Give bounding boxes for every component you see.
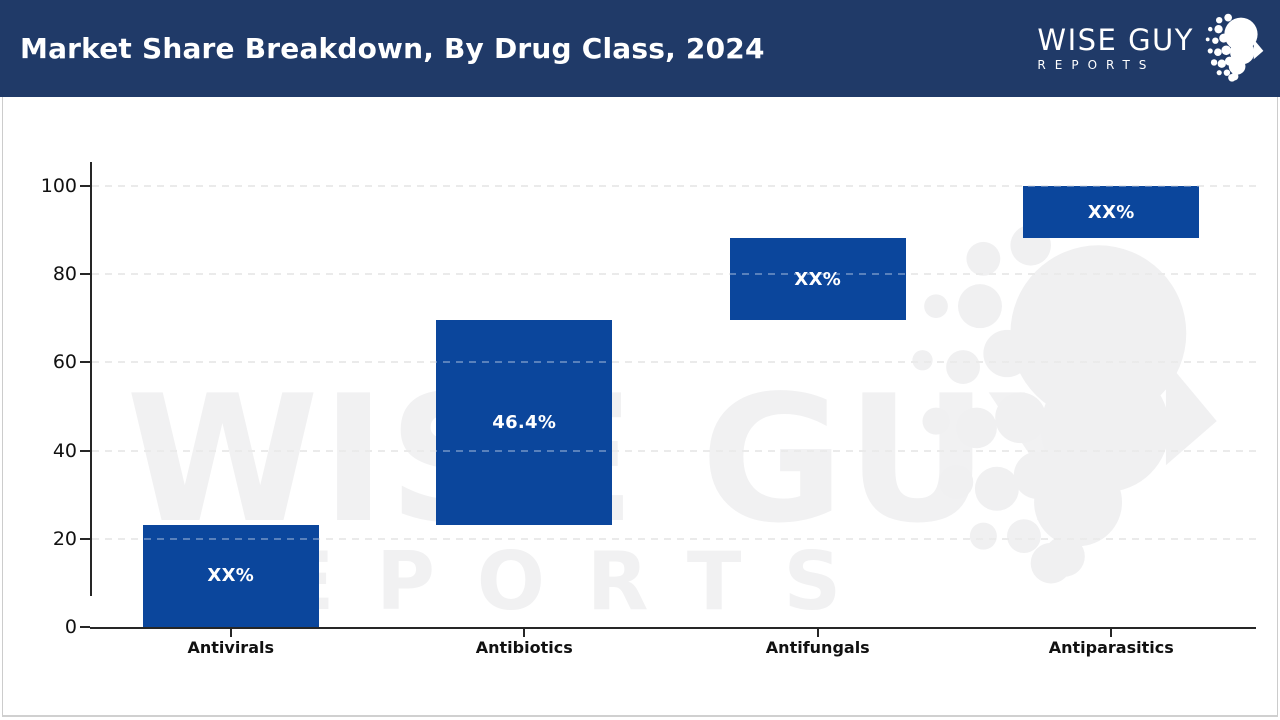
brand-logo: WISE GUY REPORTS [1037,10,1264,88]
gridline-overlay [92,537,1256,540]
y-axis-line [90,162,92,596]
x-axis-tick [816,629,819,637]
gridline-overlay [92,449,1256,452]
watermark-head-icon [861,225,1241,597]
x-category-label: Antibiotics [475,638,573,657]
bar-antivirals: XX% [142,524,319,627]
bar-value-label: XX% [207,565,255,587]
x-category-label: Antivirals [187,638,274,657]
gridline [92,537,1256,540]
x-axis-tick [1110,629,1113,637]
gridline-overlay [92,185,1256,187]
gridline-overlay [92,273,1256,276]
x-category-label: Antiparasitics [1048,638,1174,657]
y-axis-tick [80,273,90,276]
x-category-label: Antifungals [765,638,870,657]
gridline-overlay [92,361,1256,364]
brand-logo-text: WISE GUY REPORTS [1037,22,1194,73]
y-axis-tick [80,626,90,628]
x-axis-tick [523,629,526,637]
bar-antiparasitics: XX% [1023,186,1200,239]
y-tick-label: 60 [52,351,77,374]
page-title: Market Share Breakdown, By Drug Class, 2… [20,32,765,65]
y-tick-label: 80 [52,263,77,286]
y-tick-label: 20 [52,527,77,550]
gridline [92,185,1256,187]
y-axis-tick [80,537,90,540]
bar-value-label: XX% [1087,201,1135,223]
x-axis-tick [229,629,232,637]
plot-area: 0 20 40 60 80 100 XX% Antivirals 46.4% Antibiotic… [3,97,1277,715]
gridline [92,273,1256,276]
x-axis-line [90,627,1256,629]
y-axis-tick [80,449,90,452]
brand-subtitle: REPORTS [1037,58,1156,73]
bar-antibiotics: 46.4% [436,320,613,525]
bar-value-label: 46.4% [492,411,557,433]
gridline [92,361,1256,364]
chart-area: WISE GUY REPORTS 0 20 40 60 80 100 XX% Antivira… [2,97,1278,717]
gridline [92,449,1256,452]
brand-name: WISE GUY [1037,22,1194,57]
bar-antifungals: XX% [729,238,906,321]
y-axis-tick [80,185,90,187]
bar-value-label: XX% [794,268,842,290]
y-tick-label: 100 [40,175,77,197]
brand-head-icon [1200,10,1264,88]
header: Market Share Breakdown, By Drug Class, 2… [0,0,1280,97]
y-axis-tick [80,361,90,364]
y-tick-label: 0 [64,616,77,638]
y-tick-label: 40 [52,439,77,462]
